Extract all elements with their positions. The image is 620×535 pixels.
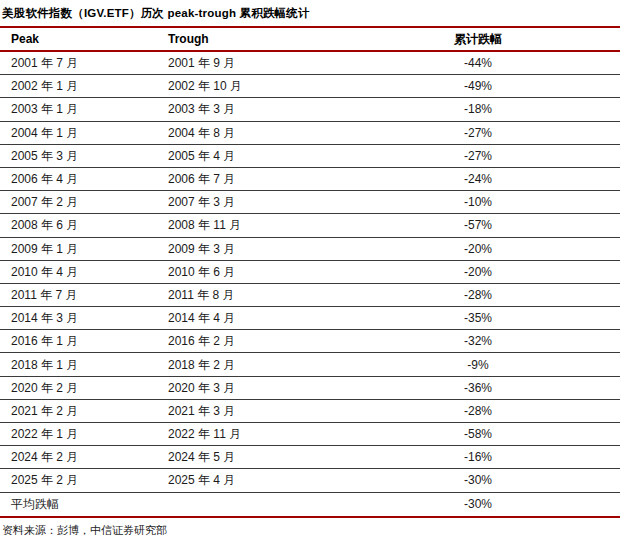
peak-cell: 2002 年 1 月 xyxy=(0,80,158,92)
peak-cell: 2005 年 3 月 xyxy=(0,150,158,162)
table-row: 2004 年 1 月 2004 年 8 月 -27% xyxy=(0,122,620,145)
trough-cell: 2021 年 3 月 xyxy=(158,405,336,417)
trough-cell: 2001 年 9 月 xyxy=(158,57,336,69)
trough-cell: 2010 年 6 月 xyxy=(158,266,336,278)
trough-cell: 2014 年 4 月 xyxy=(158,312,336,324)
trough-cell: 2003 年 3 月 xyxy=(158,103,336,115)
column-header-drawdown: 累计跌幅 xyxy=(336,33,620,45)
trough-cell: 2007 年 3 月 xyxy=(158,196,336,208)
drawdown-table: Peak Trough 累计跌幅 2001 年 7 月 2001 年 9 月 -… xyxy=(0,26,620,518)
trough-cell: 2009 年 3 月 xyxy=(158,243,336,255)
trough-cell: 2020 年 3 月 xyxy=(158,382,336,394)
table-row: 2021 年 2 月 2021 年 3 月 -28% xyxy=(0,400,620,423)
drawdown-cell: -28% xyxy=(336,405,620,417)
peak-cell: 2009 年 1 月 xyxy=(0,243,158,255)
peak-cell: 平均跌幅 xyxy=(0,498,158,510)
table-row: 2024 年 2 月 2024 年 5 月 -16% xyxy=(0,446,620,469)
table-row: 2025 年 2 月 2025 年 4 月 -30% xyxy=(0,469,620,492)
drawdown-cell: -58% xyxy=(336,428,620,440)
trough-cell: 2024 年 5 月 xyxy=(158,451,336,463)
table-row: 2001 年 7 月 2001 年 9 月 -44% xyxy=(0,52,620,75)
trough-cell: 2016 年 2 月 xyxy=(158,335,336,347)
drawdown-cell: -20% xyxy=(336,243,620,255)
drawdown-cell: -30% xyxy=(336,498,620,510)
table-row: 2018 年 1 月 2018 年 2 月 -9% xyxy=(0,353,620,376)
peak-cell: 2008 年 6 月 xyxy=(0,219,158,231)
table-row: 2022 年 1 月 2022 年 11 月 -58% xyxy=(0,423,620,446)
peak-cell: 2010 年 4 月 xyxy=(0,266,158,278)
table-row: 2020 年 2 月 2020 年 3 月 -36% xyxy=(0,377,620,400)
table-header-row: Peak Trough 累计跌幅 xyxy=(0,28,620,52)
peak-cell: 2001 年 7 月 xyxy=(0,57,158,69)
peak-cell: 2011 年 7 月 xyxy=(0,289,158,301)
trough-cell: 2018 年 2 月 xyxy=(158,359,336,371)
table-row: 2006 年 4 月 2006 年 7 月 -24% xyxy=(0,168,620,191)
table-row: 2009 年 1 月 2009 年 3 月 -20% xyxy=(0,238,620,261)
table-row: 2011 年 7 月 2011 年 8 月 -28% xyxy=(0,284,620,307)
peak-cell: 2004 年 1 月 xyxy=(0,127,158,139)
peak-cell: 2018 年 1 月 xyxy=(0,359,158,371)
drawdown-cell: -10% xyxy=(336,196,620,208)
table-row: 2005 年 3 月 2005 年 4 月 -27% xyxy=(0,145,620,168)
drawdown-cell: -30% xyxy=(336,474,620,486)
drawdown-cell: -9% xyxy=(336,359,620,371)
drawdown-cell: -18% xyxy=(336,103,620,115)
drawdown-cell: -27% xyxy=(336,127,620,139)
peak-cell: 2007 年 2 月 xyxy=(0,196,158,208)
trough-cell: 2005 年 4 月 xyxy=(158,150,336,162)
drawdown-cell: -36% xyxy=(336,382,620,394)
table-row: 2016 年 1 月 2016 年 2 月 -32% xyxy=(0,330,620,353)
peak-cell: 2020 年 2 月 xyxy=(0,382,158,394)
table-row: 平均跌幅 -30% xyxy=(0,493,620,516)
peak-cell: 2021 年 2 月 xyxy=(0,405,158,417)
column-header-trough: Trough xyxy=(158,33,336,45)
drawdown-cell: -28% xyxy=(336,289,620,301)
peak-cell: 2024 年 2 月 xyxy=(0,451,158,463)
peak-cell: 2006 年 4 月 xyxy=(0,173,158,185)
drawdown-cell: -27% xyxy=(336,150,620,162)
peak-cell: 2016 年 1 月 xyxy=(0,335,158,347)
drawdown-cell: -44% xyxy=(336,57,620,69)
drawdown-cell: -24% xyxy=(336,173,620,185)
trough-cell: 2022 年 11 月 xyxy=(158,428,336,440)
drawdown-cell: -35% xyxy=(336,312,620,324)
drawdown-cell: -57% xyxy=(336,219,620,231)
table-row: 2002 年 1 月 2002 年 10 月 -49% xyxy=(0,75,620,98)
drawdown-cell: -20% xyxy=(336,266,620,278)
table-row: 2007 年 2 月 2007 年 3 月 -10% xyxy=(0,191,620,214)
table-row: 2014 年 3 月 2014 年 4 月 -35% xyxy=(0,307,620,330)
trough-cell: 2006 年 7 月 xyxy=(158,173,336,185)
peak-cell: 2014 年 3 月 xyxy=(0,312,158,324)
trough-cell: 2004 年 8 月 xyxy=(158,127,336,139)
drawdown-cell: -32% xyxy=(336,335,620,347)
trough-cell: 2011 年 8 月 xyxy=(158,289,336,301)
trough-cell: 2008 年 11 月 xyxy=(158,219,336,231)
column-header-peak: Peak xyxy=(0,33,158,45)
trough-cell: 2002 年 10 月 xyxy=(158,80,336,92)
drawdown-cell: -16% xyxy=(336,451,620,463)
table-title: 美股软件指数（IGV.ETF）历次 peak-trough 累积跌幅统计 xyxy=(0,0,620,21)
source-note: 资料来源：彭博，中信证券研究部 xyxy=(0,518,620,535)
drawdown-cell: -49% xyxy=(336,80,620,92)
table-row: 2008 年 6 月 2008 年 11 月 -57% xyxy=(0,214,620,237)
peak-cell: 2022 年 1 月 xyxy=(0,428,158,440)
table-row: 2003 年 1 月 2003 年 3 月 -18% xyxy=(0,98,620,121)
table-body: 2001 年 7 月 2001 年 9 月 -44% 2002 年 1 月 20… xyxy=(0,52,620,516)
table-row: 2010 年 4 月 2010 年 6 月 -20% xyxy=(0,261,620,284)
trough-cell: 2025 年 4 月 xyxy=(158,474,336,486)
report-table-page: 美股软件指数（IGV.ETF）历次 peak-trough 累积跌幅统计 Pea… xyxy=(0,0,620,535)
peak-cell: 2003 年 1 月 xyxy=(0,103,158,115)
peak-cell: 2025 年 2 月 xyxy=(0,474,158,486)
